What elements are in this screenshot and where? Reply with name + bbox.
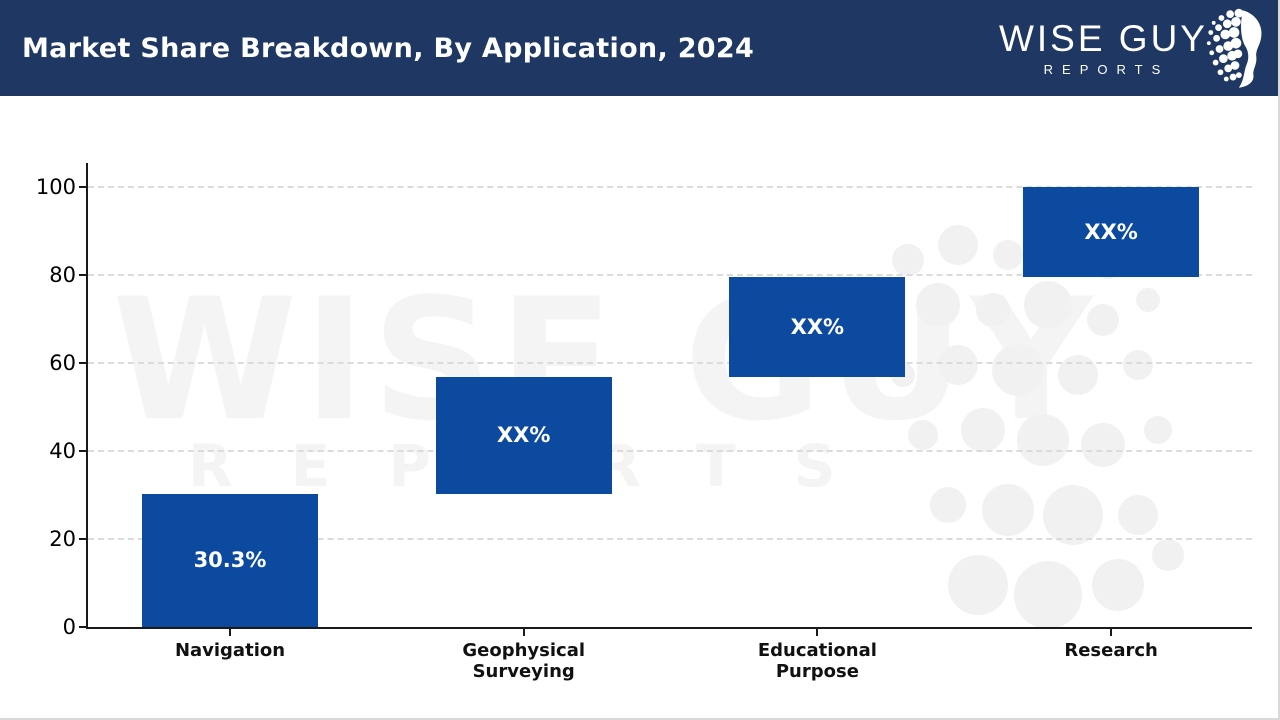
x-category-label: Educational Purpose <box>757 640 877 682</box>
y-tick-label: 100 <box>35 175 76 199</box>
bar-segment: 30.3% <box>142 493 318 627</box>
bar-segment: XX% <box>1023 187 1200 277</box>
y-axis-line <box>86 163 88 629</box>
y-grid-line <box>88 274 1252 276</box>
x-category-label: Geophysical Surveying <box>462 640 586 682</box>
y-tick-label: 80 <box>49 263 76 287</box>
bar-value-label: 30.3% <box>193 548 267 573</box>
header-bar: Market Share Breakdown, By Application, … <box>0 0 1278 96</box>
y-grid-line <box>88 538 1252 540</box>
y-grid-line <box>88 362 1252 364</box>
y-tick <box>79 362 87 364</box>
wise-guy-reports-logo: WISE GUY REPORTS <box>999 7 1278 89</box>
y-tick-label: 20 <box>49 527 76 551</box>
y-tick-label: 40 <box>49 439 76 463</box>
bar-value-label: XX% <box>496 423 551 448</box>
y-tick <box>79 538 87 540</box>
x-tick <box>229 629 231 636</box>
x-category-label: Navigation <box>174 640 286 661</box>
x-axis-line <box>86 627 1252 629</box>
y-tick <box>79 450 87 452</box>
y-tick-label: 0 <box>62 615 76 639</box>
bar-value-label: XX% <box>1084 219 1138 244</box>
logo-reports-label: REPORTS <box>1043 62 1170 77</box>
y-grid-line <box>88 450 1252 452</box>
x-category-label: Research <box>1064 640 1158 661</box>
bar-segment: XX% <box>435 377 612 494</box>
y-grid-line <box>88 186 1252 188</box>
bar-value-label: XX% <box>790 314 845 339</box>
y-tick <box>79 186 87 188</box>
logo-head-icon <box>1206 8 1262 88</box>
chart-title: Market Share Breakdown, By Application, … <box>22 32 755 64</box>
logo-wiseguy-label: WISE GUY <box>998 18 1208 59</box>
x-tick <box>816 629 819 636</box>
x-tick <box>1110 629 1113 636</box>
y-tick <box>79 274 87 276</box>
x-tick <box>522 629 525 636</box>
bar-segment: XX% <box>729 276 906 378</box>
y-tick <box>79 626 87 628</box>
y-tick-label: 60 <box>49 351 76 375</box>
logo-text: WISE GUY REPORTS <box>998 18 1208 78</box>
